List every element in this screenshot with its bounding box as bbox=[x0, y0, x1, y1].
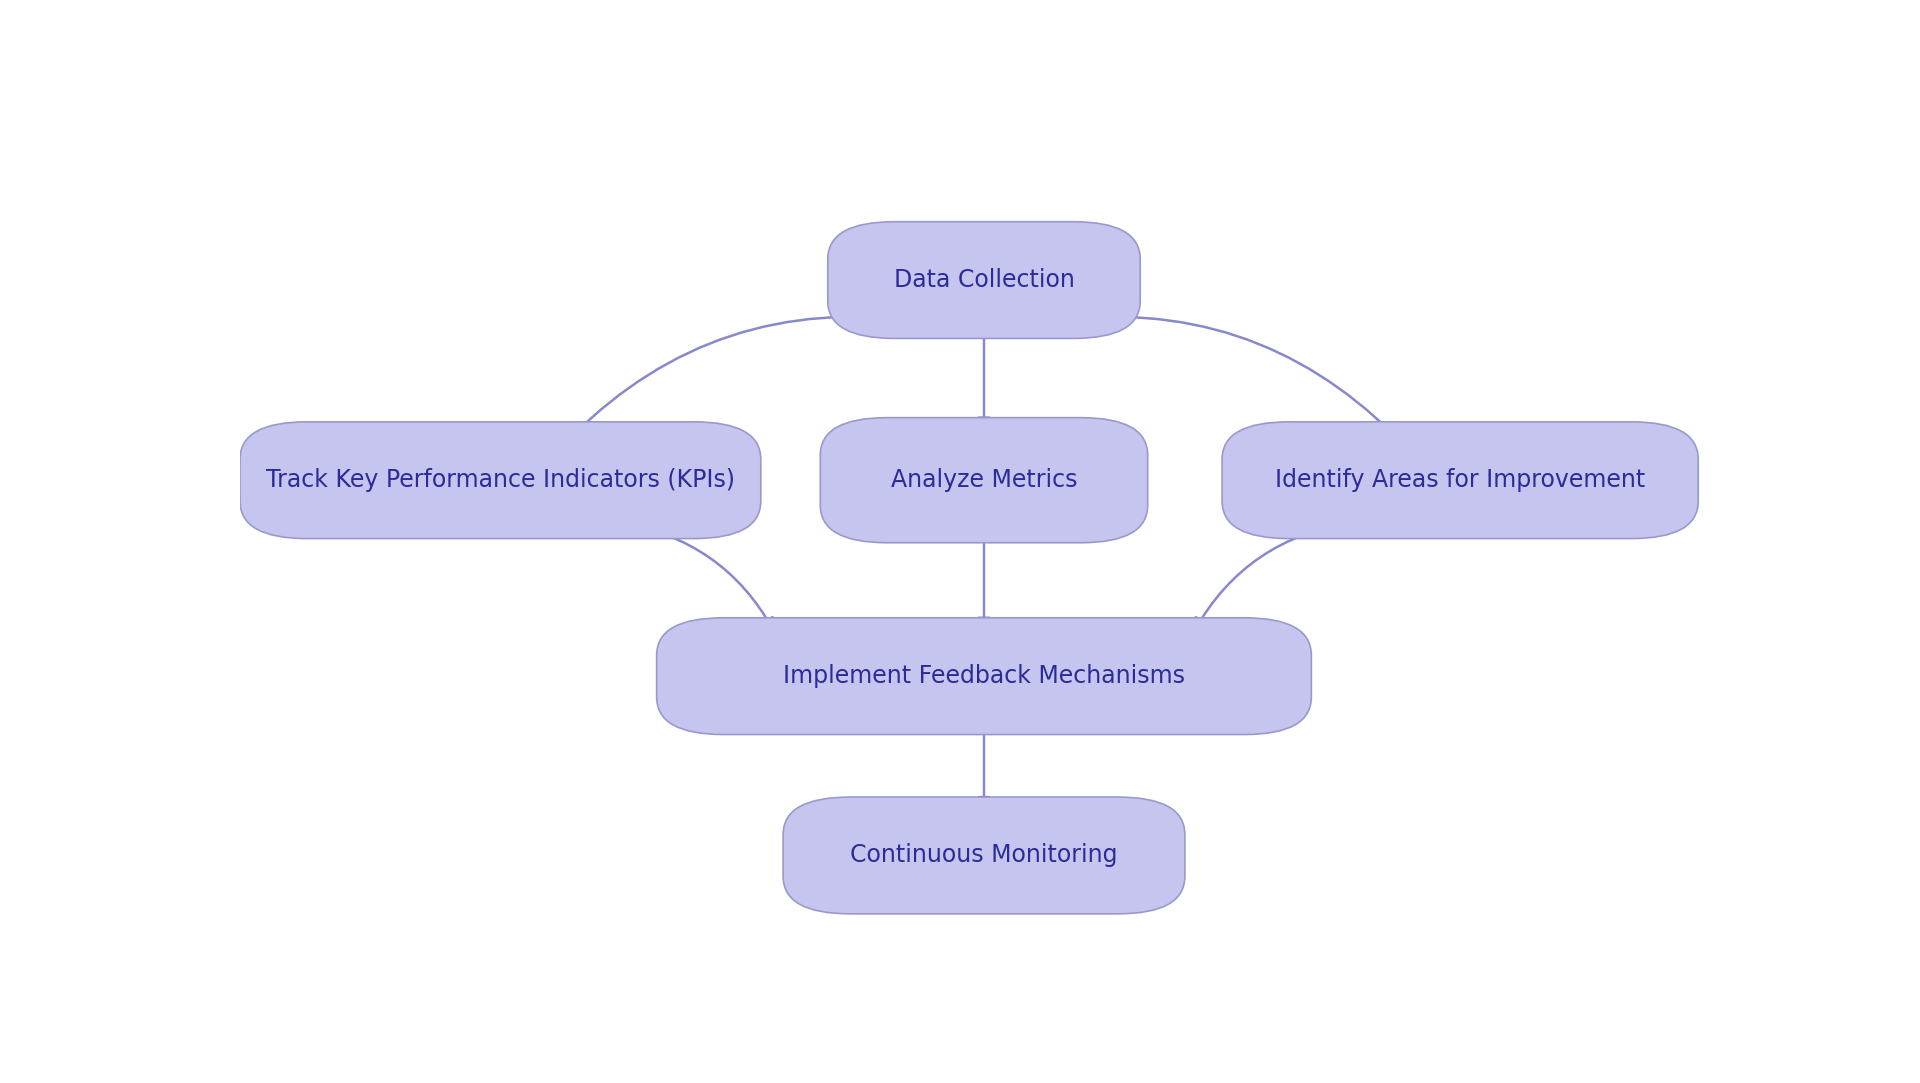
FancyBboxPatch shape bbox=[828, 222, 1140, 339]
FancyBboxPatch shape bbox=[1221, 422, 1697, 538]
Text: Data Collection: Data Collection bbox=[893, 269, 1075, 292]
FancyBboxPatch shape bbox=[783, 797, 1185, 914]
FancyBboxPatch shape bbox=[240, 422, 760, 538]
FancyBboxPatch shape bbox=[657, 617, 1311, 734]
Text: Track Key Performance Indicators (KPIs): Track Key Performance Indicators (KPIs) bbox=[265, 468, 735, 492]
Text: Identify Areas for Improvement: Identify Areas for Improvement bbox=[1275, 468, 1645, 492]
Text: Continuous Monitoring: Continuous Monitoring bbox=[851, 844, 1117, 867]
Text: Implement Feedback Mechanisms: Implement Feedback Mechanisms bbox=[783, 664, 1185, 688]
FancyBboxPatch shape bbox=[820, 418, 1148, 543]
Text: Analyze Metrics: Analyze Metrics bbox=[891, 468, 1077, 492]
